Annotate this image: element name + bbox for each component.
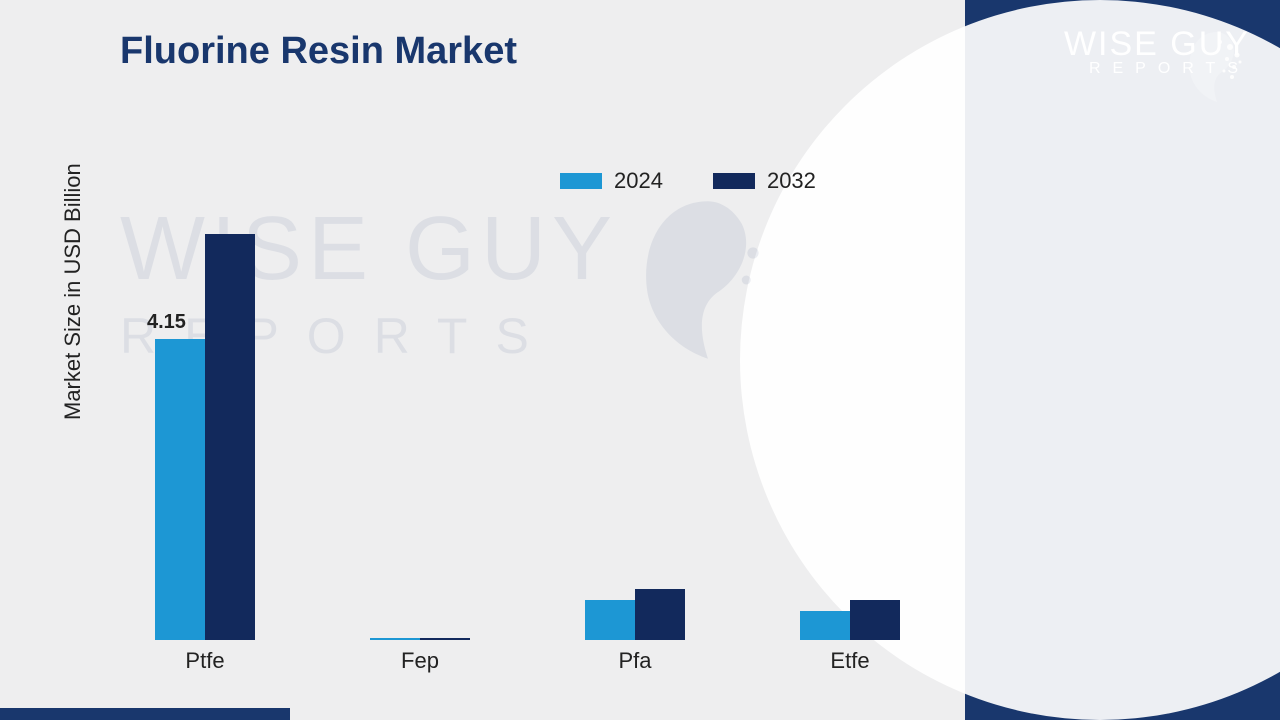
x-axis-label: Fep bbox=[401, 648, 439, 674]
bar-group: Fep bbox=[370, 638, 470, 640]
bar bbox=[850, 600, 900, 640]
bar bbox=[205, 234, 255, 640]
x-axis-label: Pfa bbox=[618, 648, 651, 674]
bar bbox=[370, 638, 420, 640]
bar-value-label: 4.15 bbox=[147, 311, 186, 334]
bar-group: Ptfe bbox=[155, 234, 255, 640]
bar bbox=[420, 638, 470, 640]
bar bbox=[635, 589, 685, 640]
legend-item: 2024 bbox=[560, 168, 663, 194]
legend-swatch bbox=[560, 173, 602, 189]
bar bbox=[155, 339, 205, 640]
bottom-accent-bar bbox=[0, 708, 290, 720]
legend-label: 2024 bbox=[614, 168, 663, 194]
chart-canvas: Fluorine Resin Market WISE GUY REPORTS W… bbox=[0, 0, 1280, 720]
bar-group: Etfe bbox=[800, 600, 900, 640]
x-axis-label: Etfe bbox=[830, 648, 869, 674]
x-axis-label: Ptfe bbox=[185, 648, 224, 674]
bar bbox=[585, 600, 635, 640]
legend-swatch bbox=[713, 173, 755, 189]
legend-label: 2032 bbox=[767, 168, 816, 194]
y-axis-label: Market Size in USD Billion bbox=[60, 163, 86, 420]
bar-group: Pfa bbox=[585, 589, 685, 640]
plot-area: Ptfe Fep Pfa Etfe 4.15 bbox=[120, 220, 940, 640]
brand-logo: WISE GUY REPORTS bbox=[1064, 25, 1250, 78]
legend: 2024 2032 bbox=[560, 168, 816, 194]
bar bbox=[800, 611, 850, 640]
legend-item: 2032 bbox=[713, 168, 816, 194]
head-icon bbox=[1182, 27, 1252, 107]
chart-title: Fluorine Resin Market bbox=[120, 30, 517, 73]
